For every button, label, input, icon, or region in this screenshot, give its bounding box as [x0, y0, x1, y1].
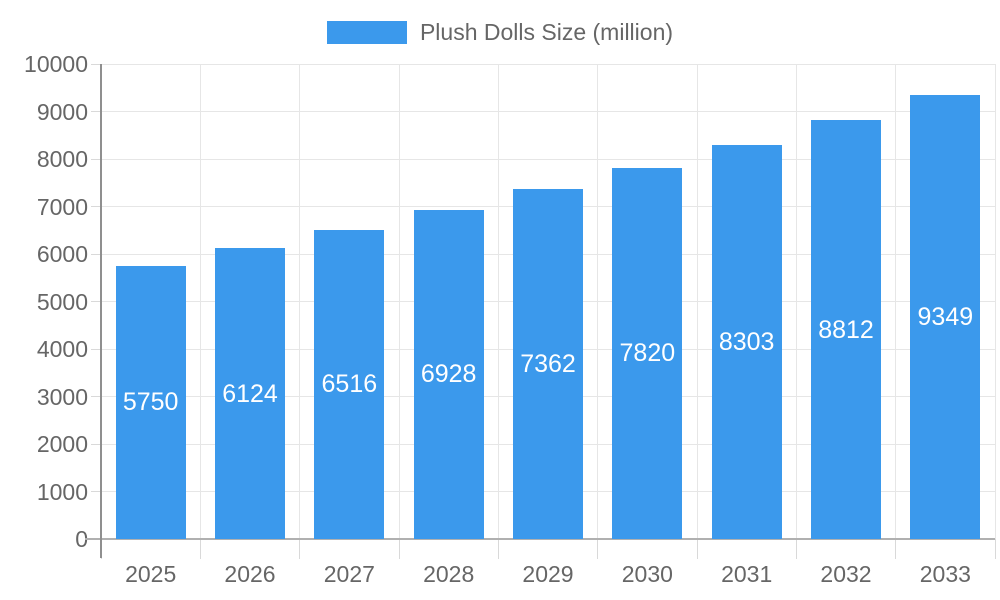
y-axis-tick: [91, 253, 101, 255]
gridline-vertical: [696, 64, 698, 539]
y-axis-tick-label: 8000: [36, 146, 88, 172]
gridline-vertical: [895, 64, 897, 539]
x-axis-tick: [795, 539, 797, 559]
gridline-horizontal: [101, 63, 995, 65]
bar-2025[interactable]: 5750: [115, 265, 186, 539]
bar-2026[interactable]: 6124: [215, 248, 285, 539]
x-axis-label-2030: 2030: [621, 561, 673, 587]
bar-value-label: 9349: [917, 302, 974, 331]
gridline-vertical: [299, 64, 301, 539]
x-axis-tick: [994, 539, 996, 559]
legend-swatch[interactable]: [326, 20, 407, 44]
x-axis-label-2033: 2033: [919, 561, 971, 587]
bar-value-label: 6516: [321, 370, 378, 399]
y-axis-tick-label: 6000: [36, 241, 88, 267]
x-axis-tick: [696, 539, 698, 559]
x-axis-label-2029: 2029: [522, 561, 574, 587]
gridline-horizontal: [101, 111, 995, 112]
bar-2027[interactable]: 6516: [314, 229, 385, 539]
y-axis-tick-label: 9000: [36, 98, 88, 125]
x-axis-line: [85, 538, 995, 540]
y-axis-tick: [91, 348, 101, 350]
y-axis-tick-label: 10000: [24, 51, 88, 77]
bar-value-label: 8812: [818, 315, 874, 344]
legend-label[interactable]: Plush Dolls Size (million): [419, 18, 674, 45]
plot-area: 0 1000 2000 3000 4000 5000 6000 7000 8000 9000 100…: [24, 51, 996, 587]
y-axis-tick: [91, 396, 101, 397]
y-axis-tick: [91, 206, 101, 207]
y-axis-tick-label: 0: [75, 526, 88, 552]
bar-2028[interactable]: 6928: [413, 209, 484, 539]
x-axis-tick: [895, 539, 897, 559]
x-axis-label-2026: 2026: [224, 561, 276, 587]
gridline-vertical: [199, 64, 201, 539]
bar-value-label: 6928: [420, 360, 477, 389]
y-axis-tick-label: 7000: [36, 193, 88, 220]
gridline-vertical: [597, 64, 599, 539]
x-axis-label-2028: 2028: [423, 561, 475, 587]
bar-2033[interactable]: 9349: [910, 94, 981, 539]
gridline-vertical: [398, 64, 400, 539]
x-axis-tick: [497, 539, 499, 559]
x-axis-tick: [299, 539, 301, 559]
y-axis-tick: [91, 301, 101, 302]
bar-2031[interactable]: 8303: [711, 144, 782, 539]
y-axis-tick: [91, 111, 101, 112]
bar-value-label: 7820: [619, 339, 676, 368]
y-axis-tick-label: 3000: [36, 383, 88, 410]
bar-2030[interactable]: 7820: [612, 167, 683, 539]
bar-2029[interactable]: 7362: [513, 189, 583, 539]
gridline-vertical: [994, 64, 996, 539]
x-axis-label-2032: 2032: [820, 561, 872, 587]
gridline-horizontal: [101, 158, 995, 160]
x-axis-label-2025: 2025: [125, 561, 177, 587]
x-axis-label-2027: 2027: [323, 561, 375, 587]
y-axis-tick: [91, 158, 101, 160]
y-axis-tick-label: 1000: [36, 478, 88, 505]
gridline-vertical: [795, 64, 797, 539]
x-axis-label-2031: 2031: [721, 561, 773, 587]
bar-value-label: 5750: [122, 388, 179, 417]
legend[interactable]: Plush Dolls Size (million): [0, 17, 1000, 47]
bar-value-label: 7362: [520, 350, 576, 379]
x-axis-tick: [597, 539, 599, 559]
y-axis-tick-label: 5000: [36, 288, 88, 315]
x-axis-tick: [199, 539, 201, 559]
y-axis-tick-label: 2000: [36, 431, 88, 457]
x-axis-tick: [398, 539, 400, 559]
y-axis-tick: [91, 443, 101, 445]
y-axis-tick: [91, 491, 101, 492]
y-axis-line: [100, 64, 102, 558]
bar-value-label: 6124: [222, 379, 278, 408]
bar-value-label: 8303: [718, 327, 775, 356]
bar-2032[interactable]: 8812: [811, 120, 881, 539]
gridline-vertical: [497, 64, 499, 539]
y-axis-tick: [91, 63, 101, 65]
y-axis-tick-label: 4000: [36, 336, 88, 362]
